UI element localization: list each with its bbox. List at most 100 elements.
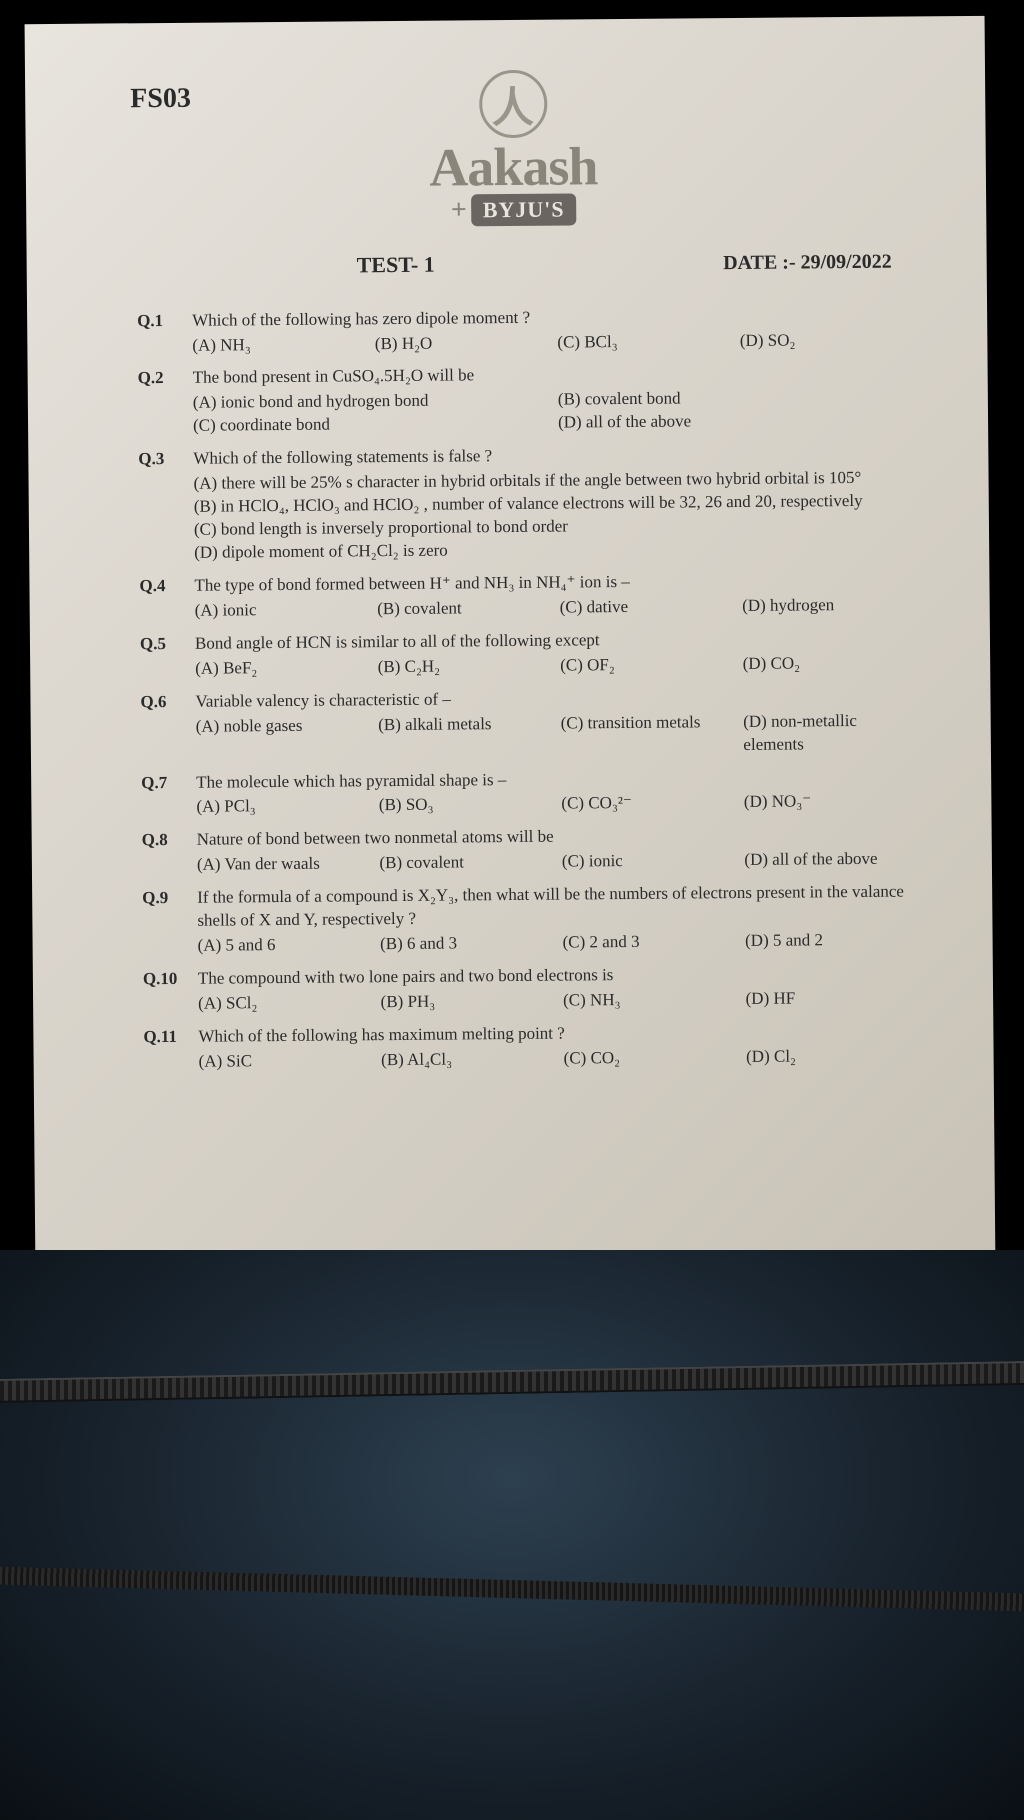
question-number: Q.7 bbox=[141, 771, 196, 819]
options-row: (A) SiC(B) Al₄Cl₃(C) CO₂(D) Cl₂ bbox=[199, 1044, 929, 1073]
test-label: TEST- 1 bbox=[357, 251, 435, 278]
question-stem: If the formula of a compound is X₂Y₃, th… bbox=[197, 881, 927, 933]
option: (B) PH₃ bbox=[381, 990, 564, 1015]
option: (B) C₂H₂ bbox=[378, 654, 561, 679]
date-label: DATE :- 29/09/2022 bbox=[723, 250, 892, 274]
question: Q.9If the formula of a compound is X₂Y₃,… bbox=[142, 881, 928, 959]
test-paper-page: FS03 人 Aakash + BYJU'S TEST- 1 DATE :- 2… bbox=[25, 16, 996, 1274]
question-number: Q.6 bbox=[140, 690, 196, 761]
question: Q.6Variable valency is characteristic of… bbox=[140, 684, 926, 762]
question-body: The bond present in CuSO₄.5H₂O will be(A… bbox=[193, 361, 924, 438]
question-number: Q.8 bbox=[142, 829, 197, 877]
zipper-decoration bbox=[0, 1360, 1024, 1403]
question: Q.10The compound with two lone pairs and… bbox=[143, 961, 928, 1016]
option: (B) covalent bbox=[379, 851, 562, 876]
option: (D) CO₂ bbox=[743, 651, 926, 676]
question: Q.3Which of the following statements is … bbox=[138, 442, 924, 566]
option: (C) OF₂ bbox=[560, 653, 743, 678]
question-body: Bond angle of HCN is similar to all of t… bbox=[195, 626, 925, 680]
question-body: The molecule which has pyramidal shape i… bbox=[196, 765, 926, 819]
option: (D) Cl₂ bbox=[746, 1044, 929, 1069]
option: (C) BCl₃ bbox=[557, 330, 740, 355]
question-number: Q.5 bbox=[140, 633, 195, 681]
option: (A) 5 and 6 bbox=[198, 933, 381, 958]
option: (D) hydrogen bbox=[742, 593, 925, 618]
option: (A) SiC bbox=[199, 1049, 382, 1074]
zipper-decoration bbox=[0, 1566, 1024, 1613]
question-body: Nature of bond between two nonmetal atom… bbox=[197, 823, 927, 877]
question-number: Q.10 bbox=[143, 968, 198, 1016]
option: (A) ionic bond and hydrogen bond bbox=[193, 389, 558, 415]
option: (D) all of the above bbox=[558, 409, 923, 435]
option: (D) non-metallic elements bbox=[743, 709, 926, 756]
option: (B) covalent bbox=[377, 596, 560, 621]
question-body: Which of the following has zero dipole m… bbox=[192, 303, 922, 357]
option: (C) ionic bbox=[562, 849, 745, 874]
sub-brand-text: BYJU'S bbox=[483, 196, 565, 222]
options-row: (A) NH₃(B) H₂O(C) BCl₃(D) SO₂ bbox=[192, 328, 922, 357]
option: (B) H₂O bbox=[375, 331, 558, 356]
question-body: If the formula of a compound is X₂Y₃, th… bbox=[197, 881, 928, 958]
option: (C) transition metals bbox=[561, 711, 744, 758]
option: (A) PCl₃ bbox=[196, 795, 379, 820]
options-row: (A) ionic(B) covalent(C) dative(D) hydro… bbox=[195, 593, 925, 622]
question: Q.2The bond present in CuSO₄.5H₂O will b… bbox=[138, 361, 924, 439]
option: (D) all of the above bbox=[744, 848, 927, 873]
page-code: FS03 bbox=[130, 83, 191, 116]
question-body: The type of bond formed between H⁺ and N… bbox=[194, 568, 924, 622]
question-body: Variable valency is characteristic of –(… bbox=[195, 684, 926, 761]
question-number: Q.9 bbox=[142, 887, 198, 958]
option: (D) HF bbox=[746, 986, 929, 1011]
question-number: Q.4 bbox=[139, 575, 194, 623]
options-row: (A) SCl₂(B) PH₃(C) NH₃(D) HF bbox=[198, 986, 928, 1015]
question-body: Which of the following has maximum melti… bbox=[198, 1019, 928, 1073]
option: (C) CO₂ bbox=[564, 1046, 747, 1071]
question-body: The compound with two lone pairs and two… bbox=[198, 961, 928, 1015]
question: Q.8Nature of bond between two nonmetal a… bbox=[142, 823, 927, 878]
question-number: Q.2 bbox=[138, 367, 194, 438]
options-row: (A) noble gases(B) alkali metals(C) tran… bbox=[196, 709, 926, 761]
option: (B) Al₄Cl₃ bbox=[381, 1047, 564, 1072]
options-row: (A) PCl₃(B) SO₃(C) CO₃²⁻(D) NO₃⁻ bbox=[196, 790, 926, 819]
question: Q.5Bond angle of HCN is similar to all o… bbox=[140, 626, 925, 681]
options-row: (A) there will be 25% s character in hyb… bbox=[193, 467, 924, 565]
option: (B) SO₃ bbox=[379, 793, 562, 818]
plus-icon: + bbox=[451, 194, 467, 226]
option: (A) ionic bbox=[195, 598, 378, 623]
option: (A) NH₃ bbox=[192, 333, 375, 358]
question: Q.11Which of the following has maximum m… bbox=[143, 1019, 928, 1074]
brand-header: 人 Aakash + BYJU'S bbox=[95, 66, 931, 229]
background-bag bbox=[0, 1250, 1024, 1820]
option: (C) coordinate bond bbox=[193, 412, 558, 438]
option: (C) NH₃ bbox=[563, 988, 746, 1013]
option: (B) alkali metals bbox=[378, 712, 561, 759]
question-number: Q.11 bbox=[143, 1026, 198, 1074]
brand-name: Aakash bbox=[96, 139, 931, 195]
options-row: (A) 5 and 6(B) 6 and 3(C) 2 and 3(D) 5 a… bbox=[198, 929, 928, 958]
question-body: Which of the following statements is fal… bbox=[193, 442, 924, 565]
questions-list: Q.1Which of the following has zero dipol… bbox=[137, 303, 929, 1074]
question: Q.4The type of bond formed between H⁺ an… bbox=[139, 568, 924, 623]
option: (A) Van der waals bbox=[197, 852, 380, 877]
option: (C) 2 and 3 bbox=[563, 930, 746, 955]
option: (D) NO₃⁻ bbox=[744, 790, 927, 815]
option: (A) BeF₂ bbox=[195, 656, 378, 681]
option: (D) 5 and 2 bbox=[745, 929, 928, 954]
question-number: Q.1 bbox=[137, 309, 192, 357]
logo-glyph: 人 bbox=[491, 73, 534, 134]
logo-icon: 人 bbox=[478, 70, 547, 139]
options-row: (A) ionic bond and hydrogen bond(B) cova… bbox=[193, 386, 923, 438]
option: (A) SCl₂ bbox=[198, 991, 381, 1016]
options-row: (A) BeF₂(B) C₂H₂(C) OF₂(D) CO₂ bbox=[195, 651, 925, 680]
option: (B) 6 and 3 bbox=[380, 932, 563, 957]
option: (C) dative bbox=[560, 595, 743, 620]
question-number: Q.3 bbox=[138, 448, 194, 565]
question: Q.1Which of the following has zero dipol… bbox=[137, 303, 922, 358]
sub-brand-wrap: + BYJU'S bbox=[451, 193, 577, 226]
test-info-row: TEST- 1 DATE :- 29/09/2022 bbox=[357, 247, 892, 278]
sub-brand-badge: BYJU'S bbox=[471, 193, 577, 226]
option: (C) CO₃²⁻ bbox=[561, 791, 744, 816]
option: (D) SO₂ bbox=[740, 328, 923, 353]
options-row: (A) Van der waals(B) covalent(C) ionic(D… bbox=[197, 848, 927, 877]
question: Q.7The molecule which has pyramidal shap… bbox=[141, 765, 926, 820]
